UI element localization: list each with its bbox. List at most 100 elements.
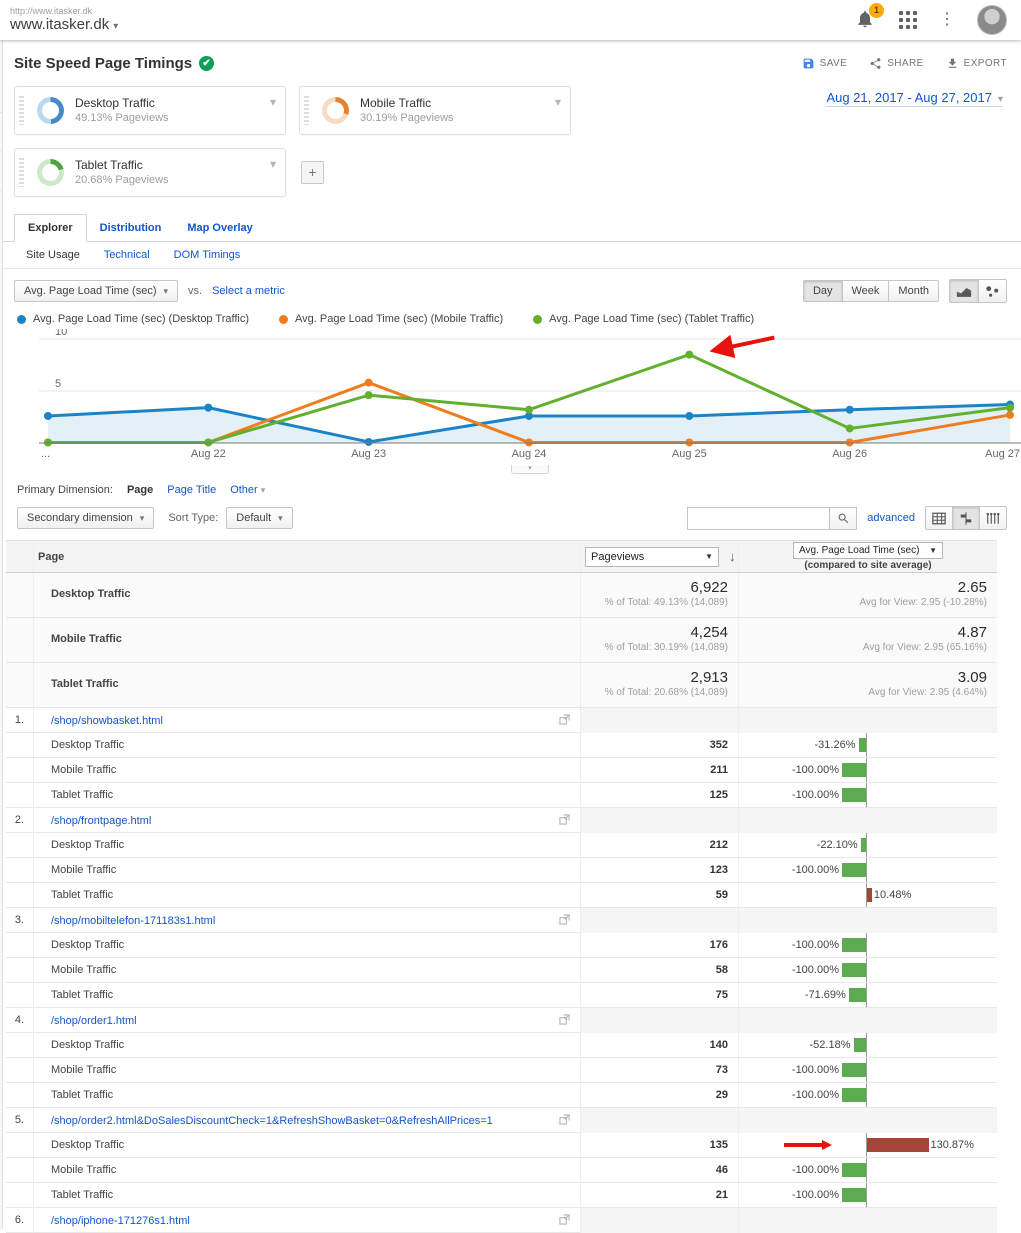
change-bar bbox=[867, 1138, 929, 1152]
segment-card-tablet-traffic[interactable]: Tablet Traffic 20.68% Pageviews ▾ bbox=[14, 148, 286, 197]
segment-donut-icon bbox=[322, 97, 349, 124]
save-label: SAVE bbox=[819, 58, 848, 69]
page-title: Site Speed Page Timings bbox=[14, 55, 193, 72]
sort-type-dropdown[interactable]: Default ▾ bbox=[226, 507, 293, 529]
apps-grid-icon[interactable] bbox=[899, 11, 917, 29]
table-segment-row: Tablet Traffic 59 10.48% bbox=[6, 883, 997, 908]
tab-distribution[interactable]: Distribution bbox=[99, 222, 162, 234]
summary-segment-label: Tablet Traffic bbox=[34, 663, 581, 707]
external-link-icon[interactable] bbox=[559, 913, 570, 928]
segment-pageviews-share: 20.68% Pageviews bbox=[75, 174, 169, 186]
table-segment-row: Tablet Traffic 75 -71.69% bbox=[6, 983, 997, 1008]
bar-axis bbox=[866, 1158, 867, 1182]
secondary-dimension-dropdown[interactable]: Secondary dimension ▾ bbox=[17, 507, 155, 529]
page-link[interactable]: /shop/showbasket.html bbox=[51, 714, 163, 727]
pageviews-total: 6,922 bbox=[690, 579, 728, 596]
date-range-selector[interactable]: Aug 21, 2017 - Aug 27, 2017 ▾ bbox=[826, 90, 1003, 107]
external-link-icon[interactable] bbox=[559, 713, 570, 728]
data-view-table-toggle[interactable] bbox=[925, 506, 953, 530]
motion-chart-toggle[interactable] bbox=[978, 279, 1007, 303]
svg-text:Aug 25: Aug 25 bbox=[672, 448, 707, 460]
sort-descending-icon[interactable]: ↓ bbox=[729, 549, 736, 564]
external-link-icon[interactable] bbox=[559, 1113, 570, 1128]
bar-axis bbox=[866, 1083, 867, 1107]
table-page-row: 5. /shop/order2.html&DoSalesDiscountCheck… bbox=[6, 1108, 997, 1133]
external-link-icon[interactable] bbox=[559, 1013, 570, 1028]
data-view-pivot-toggle[interactable] bbox=[979, 506, 1007, 530]
report-tabs: Explorer Distribution Map Overlay bbox=[3, 212, 1021, 242]
table-segment-row: Tablet Traffic 125 -100.00% bbox=[6, 783, 997, 808]
page-link[interactable]: /shop/mobiltelefon-171183s1.html bbox=[51, 914, 216, 927]
metric-selector-dropdown[interactable]: Avg. Page Load Time (sec) ▾ bbox=[14, 280, 179, 302]
table-segment-row: Desktop Traffic 212 -22.10% bbox=[6, 833, 997, 858]
granularity-month-button[interactable]: Month bbox=[888, 280, 939, 302]
drag-handle[interactable] bbox=[19, 96, 24, 125]
row-number-cell bbox=[6, 1183, 34, 1208]
pageviews-value: 46 bbox=[581, 1158, 739, 1183]
dimension-page[interactable]: Page bbox=[126, 484, 154, 496]
granularity-week-button[interactable]: Week bbox=[841, 280, 890, 302]
change-percent: -100.00% bbox=[791, 1189, 839, 1201]
segment-cards: Desktop Traffic 49.13% Pageviews ▾ Mobile T… bbox=[14, 86, 654, 210]
chevron-down-icon[interactable]: ▾ bbox=[269, 95, 276, 109]
dimension-page-title[interactable]: Page Title bbox=[167, 484, 217, 496]
pageviews-value: 211 bbox=[581, 758, 739, 783]
dimension-other-label: Other bbox=[230, 484, 258, 496]
bar-axis bbox=[866, 858, 867, 882]
share-button[interactable]: SHARE bbox=[869, 57, 923, 70]
export-button[interactable]: EXPORT bbox=[946, 57, 1007, 70]
dimension-other[interactable]: Other ▾ bbox=[230, 484, 265, 496]
chevron-down-icon[interactable]: ▾ bbox=[554, 95, 561, 109]
select-arrow-icon: ▼ bbox=[929, 546, 937, 555]
search-button[interactable] bbox=[829, 506, 858, 530]
more-vertical-icon[interactable]: ⋮ bbox=[939, 11, 955, 28]
subtab-technical[interactable]: Technical bbox=[103, 249, 150, 261]
bar-axis bbox=[866, 958, 867, 982]
data-view-comparison-toggle[interactable] bbox=[952, 506, 980, 530]
add-segment-button[interactable]: + bbox=[301, 161, 324, 184]
chevron-down-icon[interactable]: ▾ bbox=[269, 157, 276, 171]
summary-avg-cell: 3.09 Avg for View: 2.95 (4.64%) bbox=[739, 663, 997, 707]
summary-avg-cell: 2.65 Avg for View: 2.95 (-10.28%) bbox=[739, 573, 997, 617]
red-arrow-icon bbox=[784, 1140, 832, 1153]
external-link-icon[interactable] bbox=[559, 1213, 570, 1228]
avg-load-time-metric-select[interactable]: Avg. Page Load Time (sec) ▼ bbox=[793, 542, 943, 559]
svg-text:10: 10 bbox=[55, 329, 67, 338]
segment-card-desktop-traffic[interactable]: Desktop Traffic 49.13% Pageviews ▾ bbox=[14, 86, 286, 135]
subtab-site-usage[interactable]: Site Usage bbox=[26, 249, 80, 261]
chart-expand-handle[interactable]: ▾ bbox=[511, 465, 549, 474]
select-metric-link[interactable]: Select a metric bbox=[212, 285, 285, 297]
page-link[interactable]: /shop/order2.html&DoSalesDiscountCheck=1… bbox=[51, 1114, 493, 1127]
legend-dot-icon bbox=[17, 314, 26, 324]
bar-axis bbox=[866, 783, 867, 807]
pageviews-value: 140 bbox=[581, 1033, 739, 1058]
pageviews-percent-of-total: % of Total: 49.13% (14,089) bbox=[604, 597, 728, 608]
page-link[interactable]: /shop/order1.html bbox=[51, 1014, 137, 1027]
table-search-input[interactable] bbox=[687, 506, 830, 530]
granularity-day-button[interactable]: Day bbox=[802, 280, 843, 302]
line-chart-toggle[interactable] bbox=[949, 279, 979, 303]
pageviews-metric-select[interactable]: Pageviews ▼ bbox=[585, 546, 719, 567]
account-selector[interactable]: www.itasker.dk ▾ bbox=[10, 16, 118, 36]
chart-legend: Avg. Page Load Time (sec) (Desktop Traff… bbox=[3, 311, 1021, 329]
row-number-cell bbox=[6, 1133, 34, 1158]
change-bar bbox=[860, 838, 866, 852]
save-button[interactable]: SAVE bbox=[802, 57, 848, 70]
bar-axis bbox=[866, 758, 867, 782]
segment-label: Tablet Traffic bbox=[34, 1083, 581, 1108]
tab-explorer[interactable]: Explorer bbox=[14, 214, 87, 242]
subtab-dom-timings[interactable]: DOM Timings bbox=[173, 249, 241, 261]
drag-handle[interactable] bbox=[19, 158, 24, 187]
advanced-search-link[interactable]: advanced bbox=[867, 512, 915, 524]
page-link[interactable]: /shop/frontpage.html bbox=[51, 814, 152, 827]
external-link-icon[interactable] bbox=[559, 813, 570, 828]
drag-handle[interactable] bbox=[304, 96, 309, 125]
change-bar bbox=[842, 963, 866, 977]
change-bar bbox=[842, 938, 866, 952]
avatar[interactable] bbox=[977, 5, 1007, 35]
segment-card-mobile-traffic[interactable]: Mobile Traffic 30.19% Pageviews ▾ bbox=[299, 86, 571, 135]
change-bar bbox=[842, 788, 866, 802]
notifications-button[interactable]: 1 bbox=[855, 3, 884, 31]
page-link[interactable]: /shop/iphone-171276s1.html bbox=[51, 1214, 190, 1227]
tab-map-overlay[interactable]: Map Overlay bbox=[187, 222, 253, 234]
